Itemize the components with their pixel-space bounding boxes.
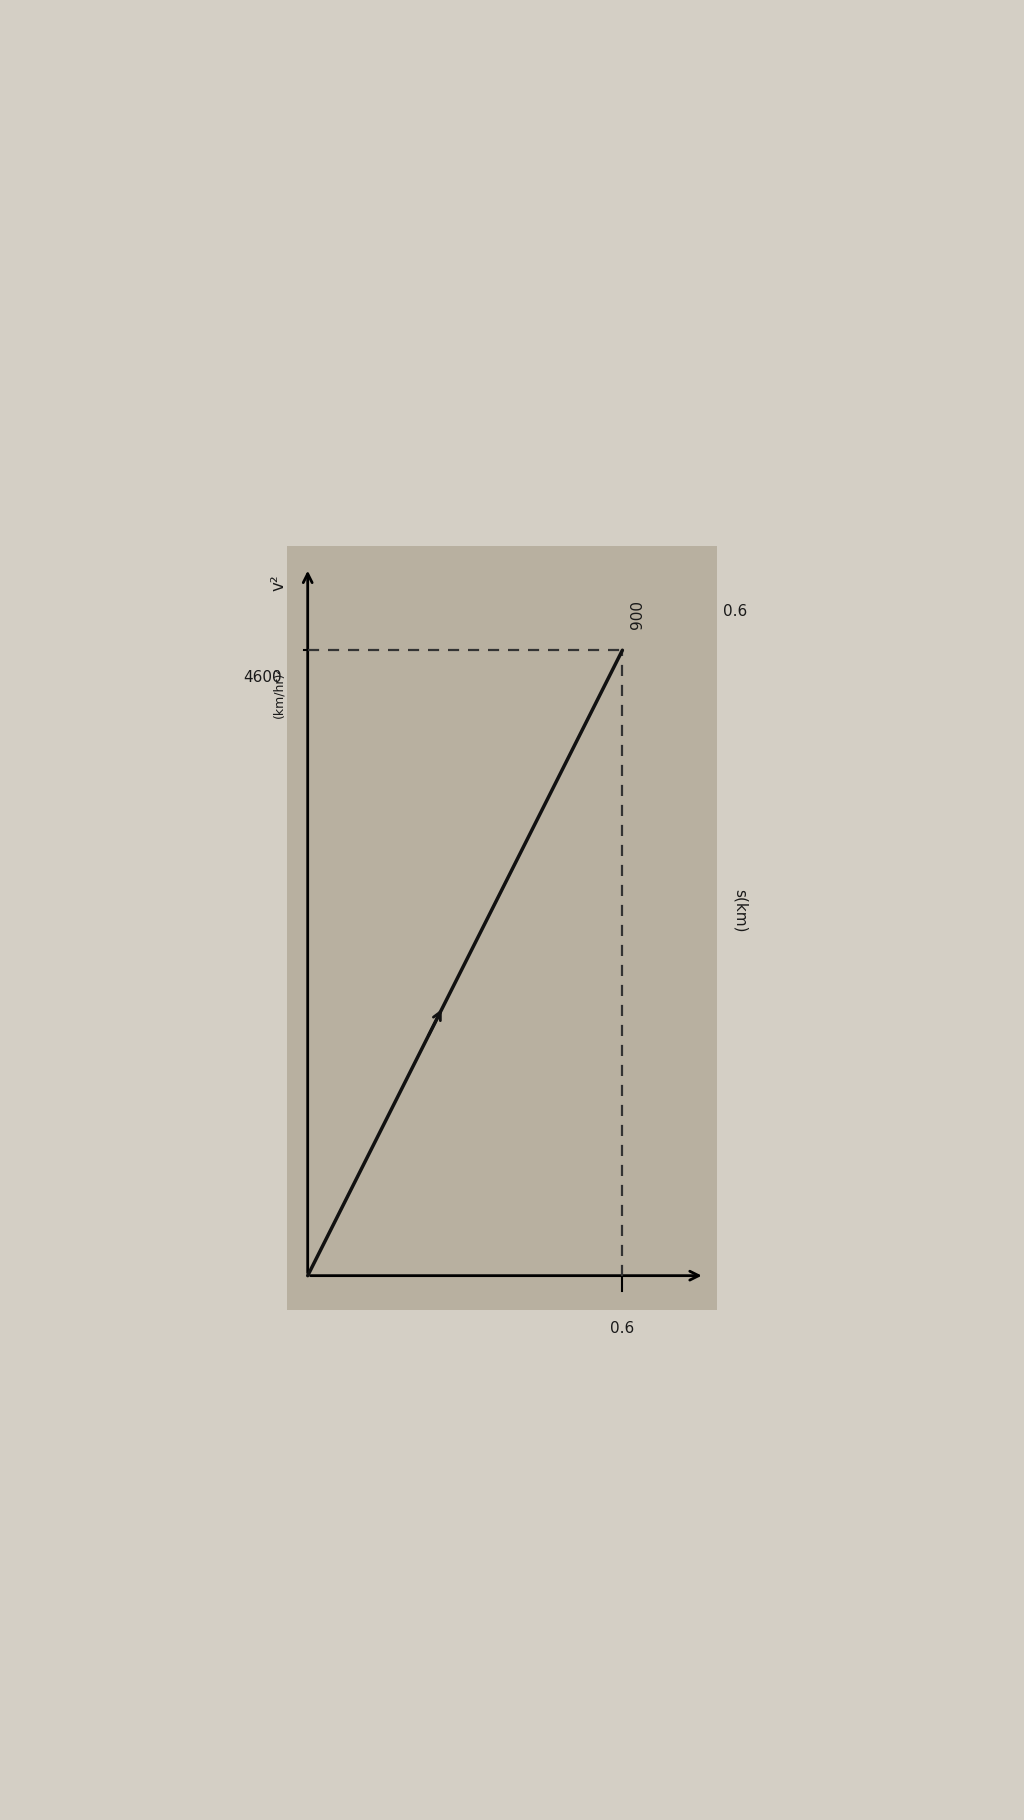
Text: (km/hr)²: (km/hr)² xyxy=(272,666,286,717)
Text: 900: 900 xyxy=(630,601,645,630)
Text: 4600: 4600 xyxy=(243,670,282,684)
Text: v²: v² xyxy=(270,573,288,592)
Text: s(km): s(km) xyxy=(732,890,748,932)
Text: 0.6: 0.6 xyxy=(723,604,746,619)
Text: 0.6: 0.6 xyxy=(610,1321,635,1336)
